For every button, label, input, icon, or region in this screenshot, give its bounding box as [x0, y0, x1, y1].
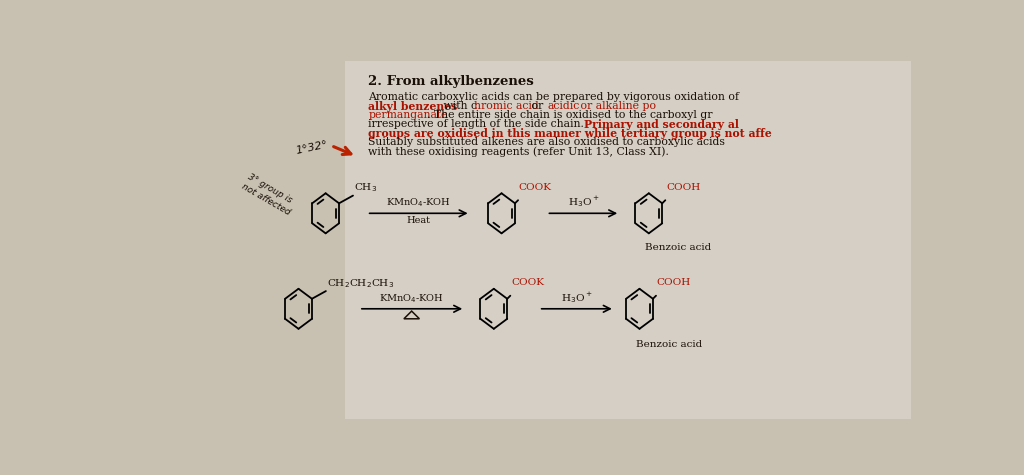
- Text: hromic acid: hromic acid: [474, 101, 539, 111]
- Text: permanganate: permanganate: [369, 110, 447, 120]
- Text: groups are oxidised in this manner while tertiary group is not affe: groups are oxidised in this manner while…: [369, 128, 772, 139]
- Text: Benzoic acid: Benzoic acid: [645, 243, 712, 252]
- Text: acidic: acidic: [548, 101, 580, 111]
- Text: . The entire side chain is oxidised to the carboxyl gr: . The entire side chain is oxidised to t…: [427, 110, 713, 120]
- Text: Aromatic carboxylic acids can be prepared by vigorous oxidation of: Aromatic carboxylic acids can be prepare…: [369, 92, 739, 102]
- Text: Benzoic acid: Benzoic acid: [636, 340, 702, 349]
- Text: COOK: COOK: [511, 278, 544, 287]
- Text: H$_3$O$^+$: H$_3$O$^+$: [561, 290, 593, 305]
- Text: alkyl benzenes: alkyl benzenes: [369, 101, 458, 112]
- Text: 1°32°: 1°32°: [295, 139, 329, 156]
- Text: KMnO$_4$-KOH: KMnO$_4$-KOH: [379, 292, 444, 305]
- Text: Heat: Heat: [407, 216, 431, 225]
- Text: or: or: [528, 101, 547, 111]
- Text: COOH: COOH: [656, 278, 691, 287]
- Text: COOH: COOH: [666, 183, 700, 192]
- Text: 2. From alkylbenzenes: 2. From alkylbenzenes: [369, 75, 534, 88]
- Text: CH$_2$CH$_2$CH$_3$: CH$_2$CH$_2$CH$_3$: [327, 277, 394, 290]
- Text: H$_3$O$^+$: H$_3$O$^+$: [568, 194, 599, 209]
- Text: Suitably substituted alkenes are also oxidised to carboxylic acids: Suitably substituted alkenes are also ox…: [369, 137, 725, 147]
- Text: irrespective of length of the side chain.: irrespective of length of the side chain…: [369, 119, 588, 129]
- Text: KMnO$_4$-KOH: KMnO$_4$-KOH: [386, 197, 452, 209]
- Text: CH$_3$: CH$_3$: [353, 181, 377, 194]
- Text: 3° group is
not affected: 3° group is not affected: [241, 172, 298, 217]
- Text: Primary and secondary al: Primary and secondary al: [584, 119, 738, 130]
- Text: with these oxidising reagents (refer Unit 13, Class XI).: with these oxidising reagents (refer Uni…: [369, 146, 669, 157]
- Text: with c: with c: [440, 101, 477, 111]
- Text: or alkaline po: or alkaline po: [577, 101, 655, 111]
- Text: COOK: COOK: [519, 183, 552, 192]
- FancyBboxPatch shape: [345, 61, 910, 419]
